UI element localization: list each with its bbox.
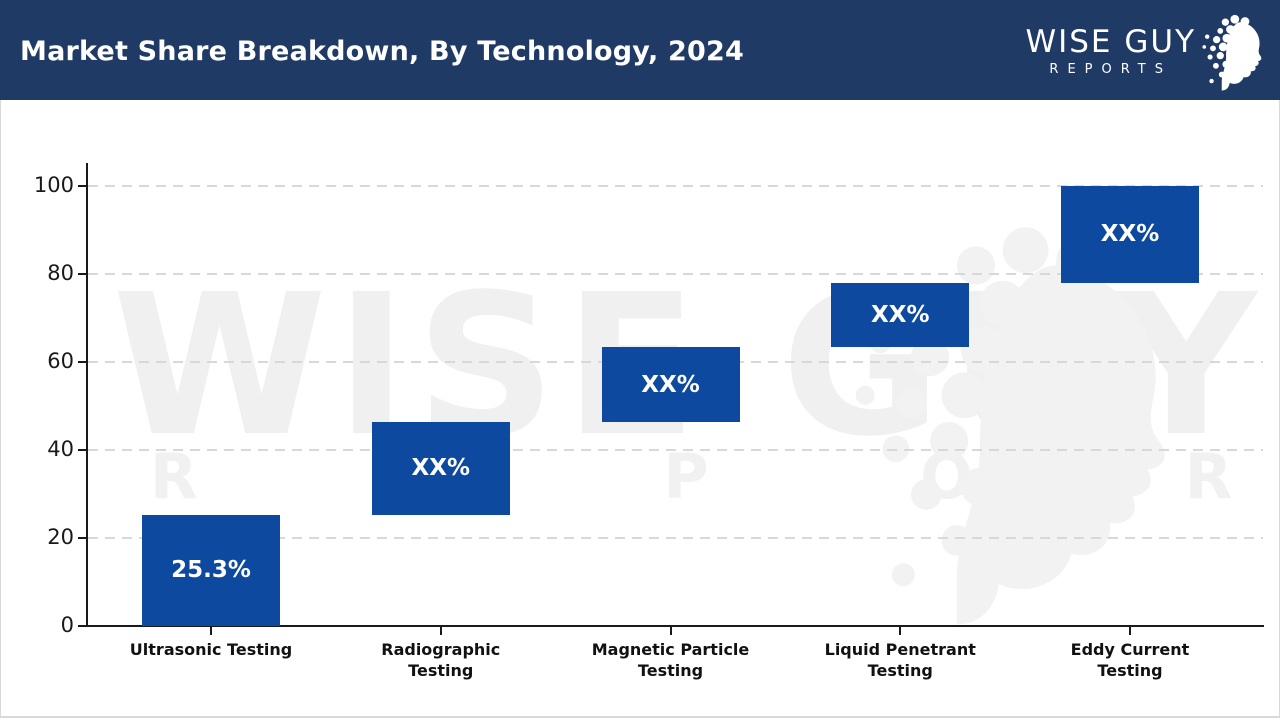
bar-segment: XX% bbox=[1061, 186, 1199, 283]
x-tick-mark bbox=[439, 627, 442, 635]
bar-segment: XX% bbox=[371, 422, 510, 515]
y-tick-label: 20 bbox=[47, 525, 74, 549]
x-category-label: Ultrasonic Testing bbox=[129, 640, 293, 659]
x-tick-mark bbox=[210, 627, 212, 635]
bar-value-label: XX% bbox=[1100, 221, 1160, 248]
bar-value-label: XX% bbox=[411, 455, 470, 482]
x-category-label: Liquid Penetrant Testing bbox=[824, 640, 976, 680]
x-tick-mark bbox=[1129, 627, 1131, 635]
gridline bbox=[88, 185, 1263, 187]
wise-guy-logo: WISE GUY REPORTS bbox=[1000, 8, 1268, 92]
logo-head-icon bbox=[1202, 14, 1262, 91]
bar-value-label: 25.3% bbox=[171, 557, 251, 584]
header-bar: Market Share Breakdown, By Technology, 2… bbox=[0, 0, 1280, 100]
y-tick-label: 60 bbox=[47, 349, 74, 373]
bar-value-label: XX% bbox=[870, 302, 930, 329]
logo-subtitle: REPORTS bbox=[1049, 62, 1173, 77]
y-tick-mark bbox=[78, 185, 87, 187]
x-axis-line bbox=[86, 625, 1264, 627]
bottom-divider bbox=[0, 716, 1280, 718]
y-tick-label: 0 bbox=[60, 613, 74, 637]
y-tick-mark bbox=[78, 537, 87, 539]
y-tick-mark bbox=[78, 273, 87, 275]
bar-value-label: XX% bbox=[641, 371, 700, 398]
x-tick-mark bbox=[669, 627, 672, 635]
y-tick-label: 100 bbox=[33, 173, 74, 197]
y-axis-line bbox=[86, 163, 88, 627]
gridline bbox=[88, 449, 1263, 451]
page-title: Market Share Breakdown, By Technology, 2… bbox=[20, 36, 745, 67]
x-category-label: Eddy Current Testing bbox=[1070, 640, 1190, 680]
y-tick-mark bbox=[78, 361, 87, 363]
y-tick-label: 40 bbox=[47, 437, 74, 461]
x-category-label: Radiographic Testing bbox=[381, 640, 501, 680]
logo-text: WISE GUY REPORTS bbox=[1025, 24, 1196, 77]
x-tick-mark bbox=[899, 627, 902, 635]
bar-segment: XX% bbox=[601, 347, 740, 423]
gridline bbox=[88, 537, 1263, 539]
x-category-label: Magnetic Particle Testing bbox=[591, 640, 750, 680]
y-tick-label: 80 bbox=[47, 261, 74, 285]
bar-segment: XX% bbox=[831, 282, 970, 348]
bar-segment: 25.3% bbox=[142, 514, 280, 626]
gridline bbox=[88, 273, 1263, 275]
y-tick-mark bbox=[78, 449, 87, 451]
logo-wordmark: WISE GUY bbox=[1025, 24, 1196, 60]
y-tick-mark bbox=[78, 625, 87, 627]
